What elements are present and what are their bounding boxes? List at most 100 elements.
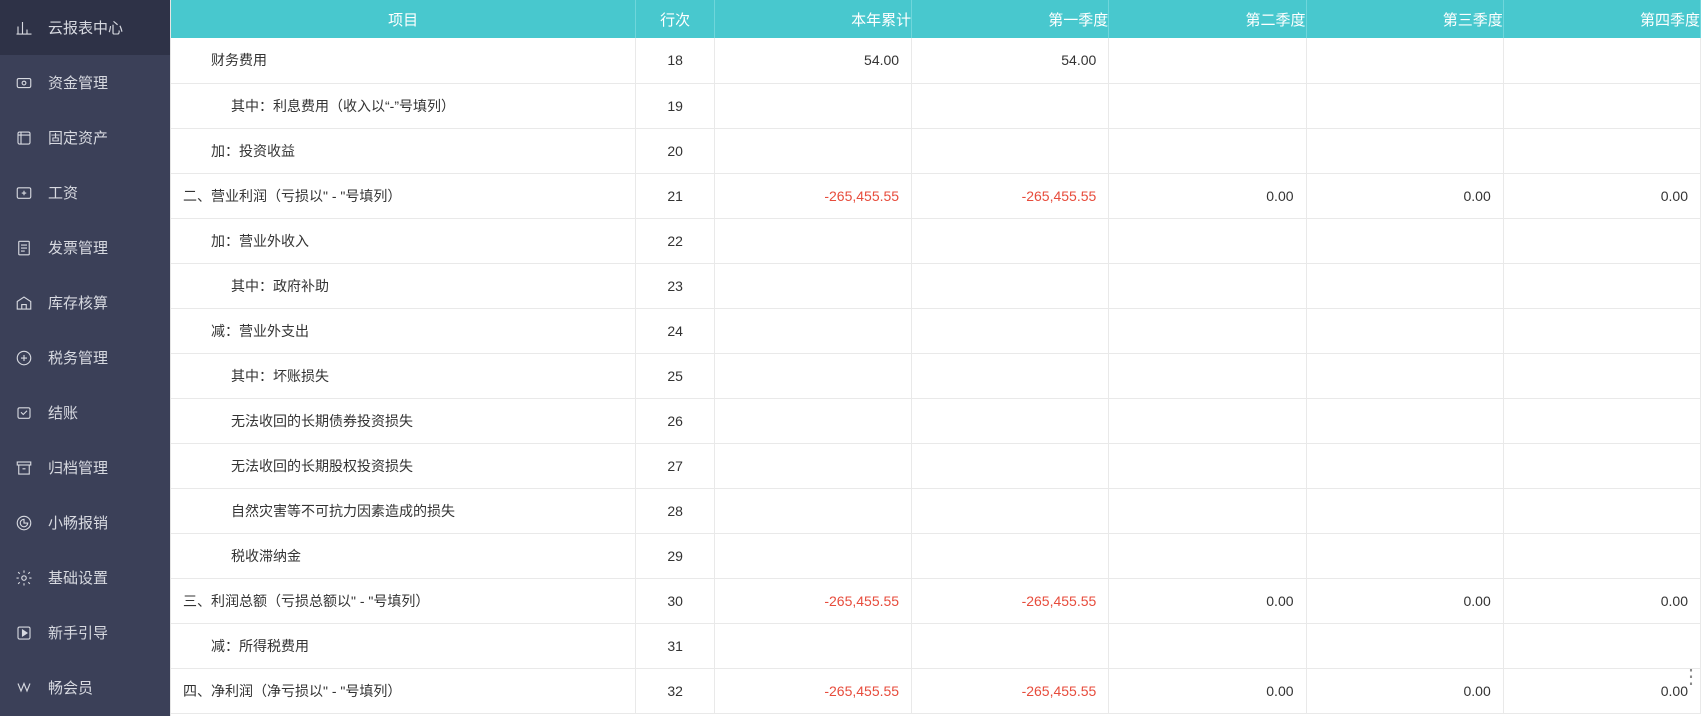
cell-ytd[interactable] [714, 443, 911, 488]
cell-q2[interactable]: 0.00 [1109, 578, 1306, 623]
cell-q4[interactable] [1503, 128, 1700, 173]
sidebar-item-archive[interactable]: 归档管理 [0, 440, 170, 495]
cell-q1[interactable] [912, 398, 1109, 443]
cell-q2[interactable]: 0.00 [1109, 668, 1306, 713]
cell-q2[interactable] [1109, 128, 1306, 173]
cell-rownum: 22 [636, 218, 714, 263]
cell-q2[interactable] [1109, 488, 1306, 533]
cell-q2[interactable] [1109, 353, 1306, 398]
cell-q4[interactable] [1503, 38, 1700, 83]
cell-q4[interactable]: 0.00 [1503, 173, 1700, 218]
sidebar-item-chart[interactable]: 云报表中心 [0, 0, 170, 55]
sidebar-item-label: 工资 [48, 182, 78, 203]
cell-q2[interactable] [1109, 38, 1306, 83]
cell-q1[interactable]: 54.00 [912, 38, 1109, 83]
sidebar-item-wage[interactable]: 工资 [0, 165, 170, 220]
cell-q2[interactable] [1109, 83, 1306, 128]
table-scroll[interactable]: 项目行次本年累计第一季度第二季度第三季度第四季度 财务费用1854.0054.0… [170, 0, 1701, 716]
cell-q1[interactable] [912, 83, 1109, 128]
cell-ytd[interactable] [714, 488, 911, 533]
cell-q3[interactable] [1306, 263, 1503, 308]
sidebar-item-label: 新手引导 [48, 622, 108, 643]
cell-q2[interactable] [1109, 218, 1306, 263]
cell-ytd[interactable] [714, 623, 911, 668]
cell-q4[interactable] [1503, 308, 1700, 353]
cell-q2[interactable] [1109, 443, 1306, 488]
cell-rownum: 29 [636, 533, 714, 578]
sidebar-item-asset[interactable]: 固定资产 [0, 110, 170, 165]
cell-q4[interactable] [1503, 488, 1700, 533]
cell-q3[interactable] [1306, 38, 1503, 83]
cell-ytd[interactable] [714, 218, 911, 263]
cell-q3[interactable]: 0.00 [1306, 668, 1503, 713]
sidebar-item-tax[interactable]: 税务管理 [0, 330, 170, 385]
cell-q2[interactable] [1109, 533, 1306, 578]
cell-q3[interactable] [1306, 353, 1503, 398]
cell-ytd[interactable] [714, 263, 911, 308]
cell-q1[interactable] [912, 488, 1109, 533]
cell-q1[interactable] [912, 218, 1109, 263]
cell-q3[interactable] [1306, 533, 1503, 578]
sidebar-item-stock[interactable]: 库存核算 [0, 275, 170, 330]
cell-q4[interactable] [1503, 398, 1700, 443]
cell-q4[interactable] [1503, 218, 1700, 263]
cell-q1[interactable] [912, 308, 1109, 353]
sidebar-item-settings[interactable]: 基础设置 [0, 550, 170, 605]
cell-q4[interactable] [1503, 353, 1700, 398]
cell-rownum: 19 [636, 83, 714, 128]
cell-q3[interactable] [1306, 308, 1503, 353]
cell-ytd[interactable] [714, 308, 911, 353]
cell-q1[interactable] [912, 128, 1109, 173]
cell-q3[interactable] [1306, 488, 1503, 533]
cell-q3[interactable] [1306, 218, 1503, 263]
cell-q2[interactable] [1109, 623, 1306, 668]
cell-q1[interactable]: -265,455.55 [912, 173, 1109, 218]
sidebar-item-close[interactable]: 结账 [0, 385, 170, 440]
cell-q2[interactable] [1109, 263, 1306, 308]
cell-q3[interactable] [1306, 398, 1503, 443]
cell-ytd[interactable] [714, 533, 911, 578]
table-row: 无法收回的长期股权投资损失27 [171, 443, 1701, 488]
cell-q1[interactable] [912, 623, 1109, 668]
sidebar-item-vip[interactable]: 畅会员 [0, 660, 170, 715]
sidebar: 云报表中心资金管理固定资产工资发票管理库存核算税务管理结账归档管理小畅报销基础设… [0, 0, 170, 716]
cell-q2[interactable]: 0.00 [1109, 173, 1306, 218]
cell-q1[interactable]: -265,455.55 [912, 578, 1109, 623]
cell-q3[interactable] [1306, 83, 1503, 128]
cell-q1[interactable] [912, 263, 1109, 308]
cell-rownum: 23 [636, 263, 714, 308]
cell-q3[interactable] [1306, 443, 1503, 488]
cell-q2[interactable] [1109, 398, 1306, 443]
cell-q1[interactable]: -265,455.55 [912, 668, 1109, 713]
cell-q4[interactable] [1503, 443, 1700, 488]
cell-ytd[interactable] [714, 353, 911, 398]
cell-q3[interactable]: 0.00 [1306, 173, 1503, 218]
cell-q2[interactable] [1109, 308, 1306, 353]
cell-rownum: 32 [636, 668, 714, 713]
cell-ytd[interactable]: -265,455.55 [714, 173, 911, 218]
cell-q4[interactable]: 0.00 [1503, 578, 1700, 623]
cell-q3[interactable] [1306, 128, 1503, 173]
cell-q3[interactable] [1306, 623, 1503, 668]
cell-ytd[interactable]: 54.00 [714, 38, 911, 83]
cell-ytd[interactable] [714, 128, 911, 173]
cell-item: 其中：利息费用（收入以“-”号填列） [171, 83, 636, 128]
sidebar-item-guide[interactable]: 新手引导 [0, 605, 170, 660]
cell-q4[interactable] [1503, 263, 1700, 308]
cell-q4[interactable] [1503, 533, 1700, 578]
cell-ytd[interactable]: -265,455.55 [714, 668, 911, 713]
cell-q1[interactable] [912, 533, 1109, 578]
drag-handle-icon[interactable]: ⋮ [1683, 646, 1699, 706]
cell-ytd[interactable]: -265,455.55 [714, 578, 911, 623]
cell-q4[interactable] [1503, 623, 1700, 668]
cell-q1[interactable] [912, 353, 1109, 398]
sidebar-item-report[interactable]: 小畅报销 [0, 495, 170, 550]
sidebar-item-invoice[interactable]: 发票管理 [0, 220, 170, 275]
cell-q3[interactable]: 0.00 [1306, 578, 1503, 623]
cell-ytd[interactable] [714, 83, 911, 128]
cell-q4[interactable]: 0.00 [1503, 668, 1700, 713]
sidebar-item-money[interactable]: 资金管理 [0, 55, 170, 110]
cell-ytd[interactable] [714, 398, 911, 443]
cell-q1[interactable] [912, 443, 1109, 488]
cell-q4[interactable] [1503, 83, 1700, 128]
